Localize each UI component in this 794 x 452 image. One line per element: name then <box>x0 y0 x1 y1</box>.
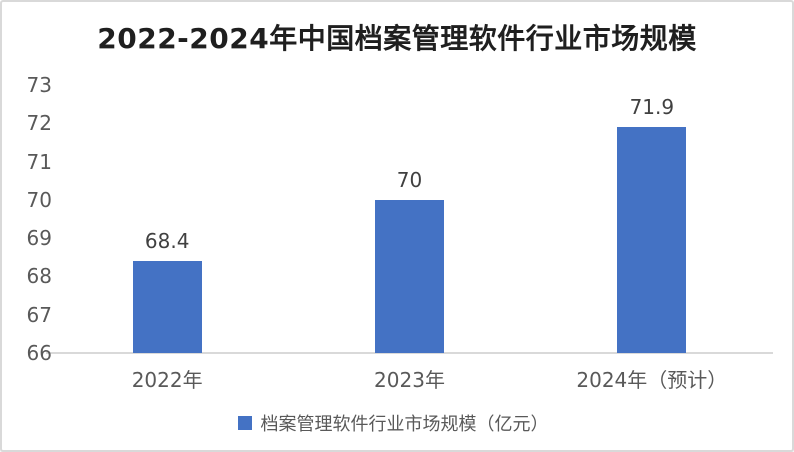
bar-value-label: 70 <box>396 167 423 192</box>
bar-value-label: 68.4 <box>144 229 190 254</box>
bar <box>375 199 444 353</box>
y-axis-tick-label: 68 <box>26 264 52 289</box>
x-axis-label: 2022年 <box>131 368 203 392</box>
legend-label: 档案管理软件行业市场规模（亿元） <box>260 414 549 435</box>
bar <box>617 127 687 353</box>
y-axis-tick-label: 70 <box>26 187 52 212</box>
chart-title: 2022-2024年中国档案管理软件行业市场规模 <box>97 22 697 55</box>
legend: 档案管理软件行业市场规模（亿元） <box>2 410 784 436</box>
x-axis-line <box>46 352 773 354</box>
y-axis-tick-label: 67 <box>26 302 52 327</box>
y-axis-tick-label: 71 <box>26 149 52 174</box>
y-axis-tick-label: 73 <box>26 72 52 97</box>
y-axis-tick-label: 72 <box>26 111 52 136</box>
y-axis-tick-label: 69 <box>26 226 52 251</box>
bar <box>132 261 202 353</box>
x-axis-label: 2023年 <box>374 368 445 392</box>
x-axis-label: 2024年（预计） <box>576 368 728 392</box>
legend-swatch-icon <box>237 416 252 430</box>
bar-value-label: 71.9 <box>629 95 675 120</box>
y-axis-tick-label: 66 <box>26 341 52 365</box>
